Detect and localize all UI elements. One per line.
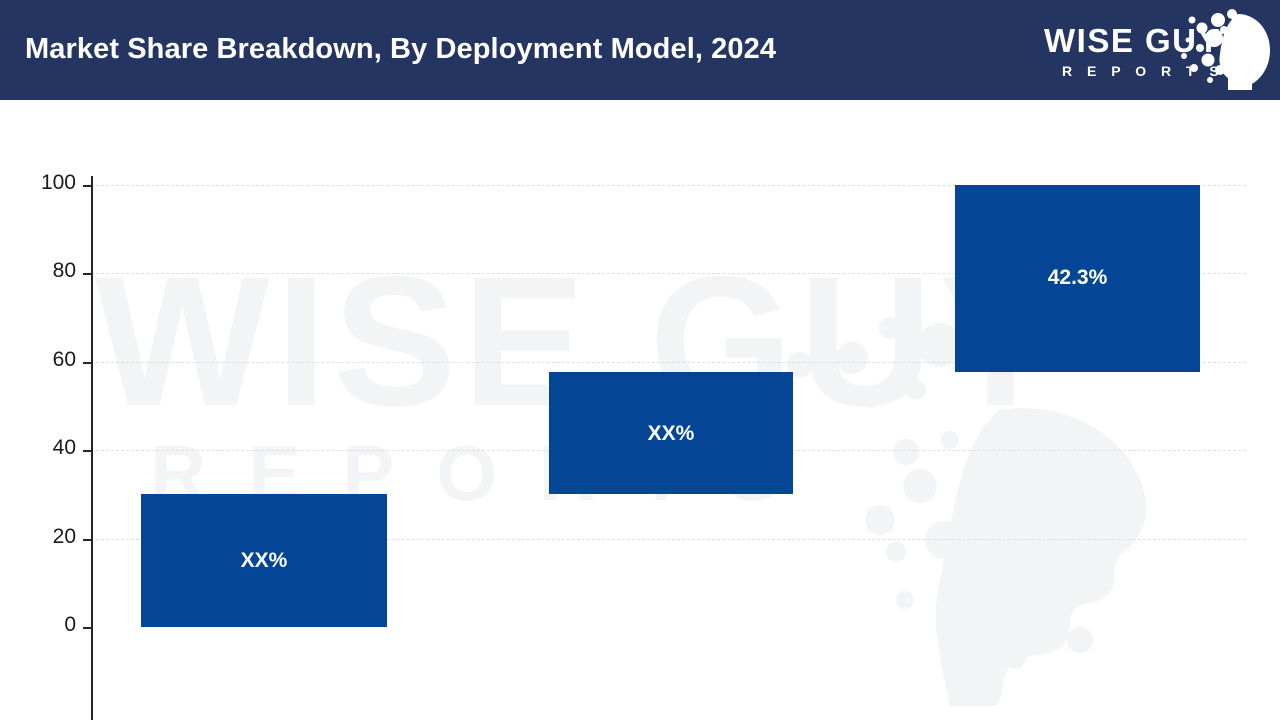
y-tick-80	[83, 273, 92, 276]
y-axis-label-0: 0	[64, 613, 76, 636]
y-axis-label-20: 20	[52, 524, 76, 548]
bar-label-private-cloud: XX%	[647, 422, 695, 445]
bar-private-cloud[interactable]: XX%	[549, 372, 793, 495]
gridline-20	[91, 538, 1246, 540]
y-axis-label-100: 100	[40, 171, 76, 194]
y-axis-label-60: 60	[52, 347, 76, 371]
y-axis-label-40: 40	[52, 436, 76, 460]
y-tick-40	[83, 450, 92, 453]
y-tick-20	[83, 538, 92, 541]
bar-public-cloud[interactable]: XX%	[141, 494, 387, 627]
bar-label-hybrid-cloud: 42.3%	[1047, 266, 1108, 289]
wise-guy-reports-logo: WISE GUY R E P O R T S	[1042, 8, 1272, 92]
chart-canvas: WISE GUY REPORTS	[0, 100, 1280, 720]
y-tick-60	[83, 361, 92, 364]
y-tick-0	[83, 627, 92, 629]
plot-area: XX% XX% 42.3%	[91, 185, 1246, 627]
y-axis-label-80: 80	[52, 259, 76, 283]
bar-hybrid-cloud[interactable]: 42.3%	[955, 185, 1200, 372]
svg-text:R E P O R T S: R E P O R T S	[1062, 63, 1224, 79]
bar-label-public-cloud: XX%	[240, 549, 288, 573]
page-title: Market Share Breakdown, By Deployment Mo…	[25, 33, 777, 65]
gridline-100	[91, 185, 1246, 186]
gridline-60	[91, 361, 1246, 363]
y-tick-100	[83, 185, 92, 187]
gridline-80	[91, 273, 1246, 275]
page-header: Market Share Breakdown, By Deployment Mo…	[0, 0, 1280, 100]
svg-text:WISE GUY: WISE GUY	[1044, 22, 1221, 59]
y-axis-spine	[91, 176, 93, 720]
